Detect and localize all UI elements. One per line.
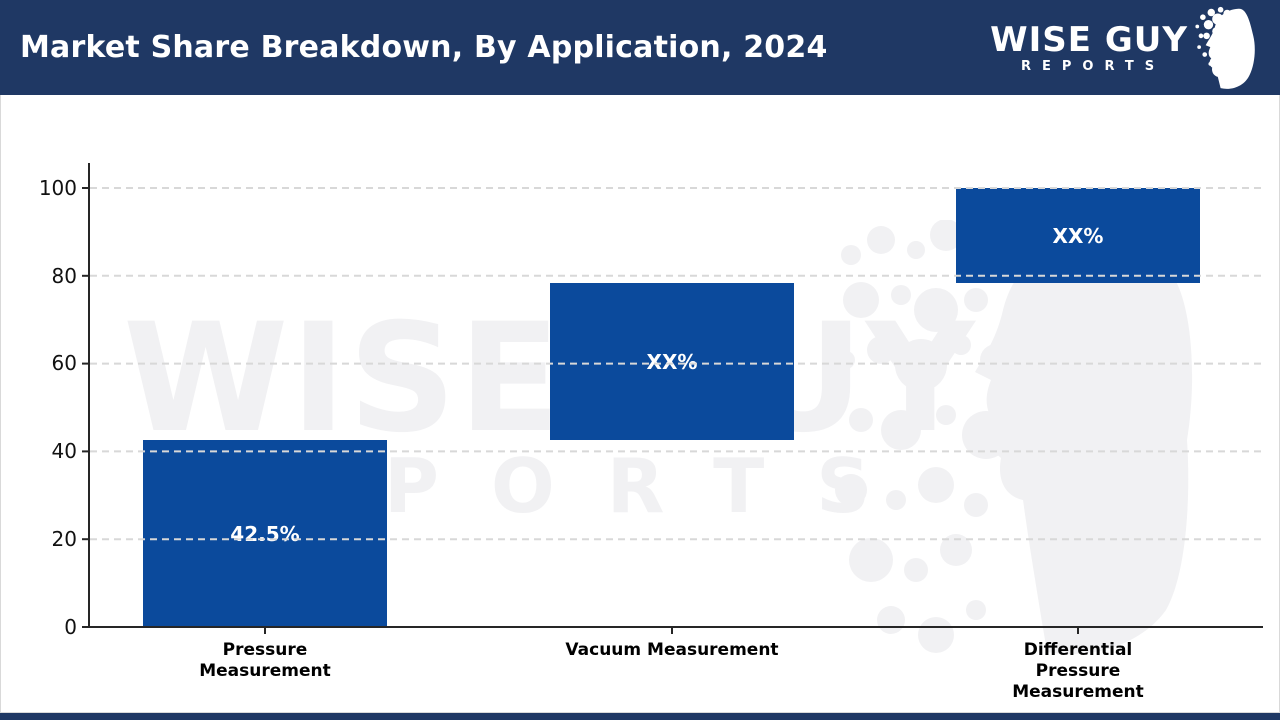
logo-subtext: REPORTS — [1021, 58, 1166, 74]
x-category-label-vacuum: Vacuum Measurement — [565, 640, 779, 660]
y-tick-label: 0 — [64, 615, 77, 639]
bar-pressure-measurement: 42.5% — [143, 440, 387, 627]
bar-differential-pressure-measurement: XX% — [956, 188, 1200, 283]
bar-value-label: 42.5% — [230, 521, 300, 546]
bar-value-label: XX% — [1052, 223, 1104, 248]
footer-bar — [0, 713, 1280, 720]
wiseguy-logo: WISE GUY REPORTS — [990, 4, 1268, 92]
logo-wordmark: WISE GUY — [990, 19, 1188, 60]
chart-area: WISE GUY REPORTS — [0, 95, 1280, 712]
y-tick-label: 100 — [38, 176, 77, 200]
x-category-label-differential: Differential Pressure Measurement — [1012, 640, 1144, 702]
wiseguy-face-icon — [1195, 6, 1255, 89]
y-tick-label: 20 — [51, 527, 77, 551]
x-category-label-pressure: Pressure Measurement — [199, 640, 331, 681]
y-tick-label: 60 — [51, 351, 77, 375]
page-title: Market Share Breakdown, By Application, … — [20, 30, 828, 65]
footer-divider — [0, 712, 1280, 713]
bar-value-label: XX% — [646, 349, 698, 374]
y-tick-label: 80 — [51, 264, 77, 288]
bar-vacuum-measurement: XX% — [550, 283, 794, 440]
y-tick-label: 40 — [51, 439, 77, 463]
header: Market Share Breakdown, By Application, … — [0, 0, 1280, 95]
